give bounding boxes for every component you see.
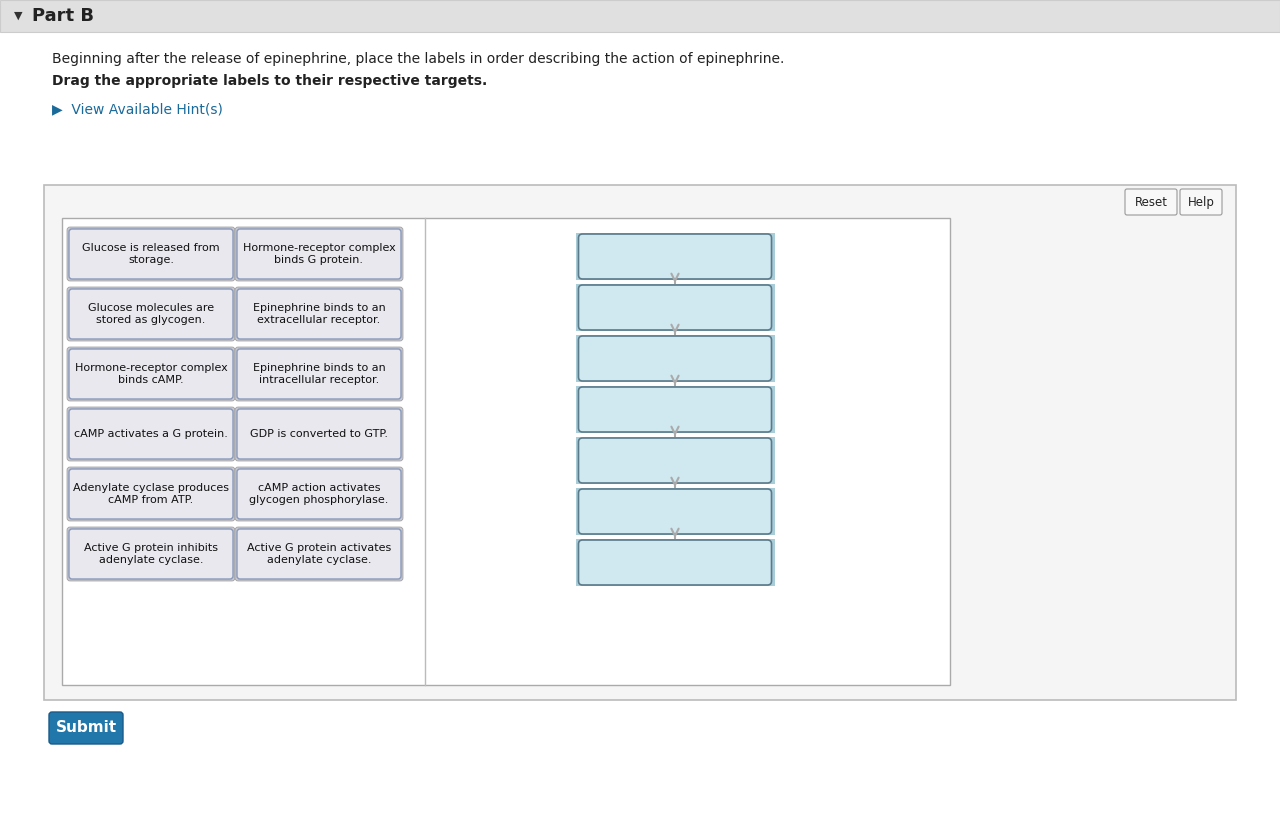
FancyBboxPatch shape (69, 409, 233, 459)
FancyBboxPatch shape (576, 488, 774, 535)
Text: Glucose is released from
storage.: Glucose is released from storage. (82, 244, 220, 265)
FancyBboxPatch shape (0, 32, 1280, 823)
FancyBboxPatch shape (237, 349, 401, 399)
Text: Hormone-receptor complex
binds G protein.: Hormone-receptor complex binds G protein… (243, 244, 396, 265)
FancyBboxPatch shape (579, 285, 772, 330)
FancyBboxPatch shape (236, 467, 403, 521)
FancyBboxPatch shape (237, 529, 401, 579)
Text: GDP is converted to GTP.: GDP is converted to GTP. (250, 429, 388, 439)
FancyBboxPatch shape (576, 539, 774, 586)
FancyBboxPatch shape (69, 469, 233, 519)
FancyBboxPatch shape (237, 469, 401, 519)
Text: Reset: Reset (1134, 196, 1167, 208)
FancyBboxPatch shape (576, 386, 774, 433)
FancyBboxPatch shape (1125, 189, 1178, 215)
Text: Help: Help (1188, 196, 1215, 208)
FancyBboxPatch shape (237, 229, 401, 279)
FancyBboxPatch shape (236, 347, 403, 401)
FancyBboxPatch shape (69, 529, 233, 579)
FancyBboxPatch shape (67, 287, 236, 341)
FancyBboxPatch shape (236, 407, 403, 461)
FancyBboxPatch shape (579, 438, 772, 483)
Text: cAMP activates a G protein.: cAMP activates a G protein. (74, 429, 228, 439)
Text: cAMP action activates
glycogen phosphorylase.: cAMP action activates glycogen phosphory… (250, 483, 389, 504)
FancyBboxPatch shape (576, 233, 774, 280)
FancyBboxPatch shape (1180, 189, 1222, 215)
FancyBboxPatch shape (579, 387, 772, 432)
FancyBboxPatch shape (69, 349, 233, 399)
FancyBboxPatch shape (61, 218, 950, 685)
FancyBboxPatch shape (576, 284, 774, 331)
Text: Beginning after the release of epinephrine, place the labels in order describing: Beginning after the release of epinephri… (52, 52, 785, 66)
FancyBboxPatch shape (237, 289, 401, 339)
FancyBboxPatch shape (579, 234, 772, 279)
FancyBboxPatch shape (67, 227, 236, 281)
FancyBboxPatch shape (237, 409, 401, 459)
Text: Active G protein inhibits
adenylate cyclase.: Active G protein inhibits adenylate cycl… (84, 543, 218, 565)
FancyBboxPatch shape (69, 289, 233, 339)
Text: Part B: Part B (32, 7, 93, 25)
FancyBboxPatch shape (576, 335, 774, 382)
FancyBboxPatch shape (67, 527, 236, 581)
FancyBboxPatch shape (67, 467, 236, 521)
FancyBboxPatch shape (579, 336, 772, 381)
FancyBboxPatch shape (236, 287, 403, 341)
FancyBboxPatch shape (579, 489, 772, 534)
Text: ▼: ▼ (14, 11, 22, 21)
FancyBboxPatch shape (576, 437, 774, 484)
FancyBboxPatch shape (69, 229, 233, 279)
FancyBboxPatch shape (49, 712, 123, 744)
Text: ▶  View Available Hint(s): ▶ View Available Hint(s) (52, 102, 223, 116)
FancyBboxPatch shape (0, 0, 1280, 32)
FancyBboxPatch shape (236, 227, 403, 281)
Text: Adenylate cyclase produces
cAMP from ATP.: Adenylate cyclase produces cAMP from ATP… (73, 483, 229, 504)
FancyBboxPatch shape (579, 540, 772, 585)
FancyBboxPatch shape (67, 347, 236, 401)
FancyBboxPatch shape (236, 527, 403, 581)
Text: Glucose molecules are
stored as glycogen.: Glucose molecules are stored as glycogen… (88, 303, 214, 325)
Text: Epinephrine binds to an
extracellular receptor.: Epinephrine binds to an extracellular re… (252, 303, 385, 325)
FancyBboxPatch shape (44, 185, 1236, 700)
Text: Epinephrine binds to an
intracellular receptor.: Epinephrine binds to an intracellular re… (252, 363, 385, 385)
Text: Submit: Submit (55, 720, 116, 736)
FancyBboxPatch shape (67, 407, 236, 461)
Text: Hormone-receptor complex
binds cAMP.: Hormone-receptor complex binds cAMP. (74, 363, 228, 385)
Text: Drag the appropriate labels to their respective targets.: Drag the appropriate labels to their res… (52, 74, 488, 88)
Text: Active G protein activates
adenylate cyclase.: Active G protein activates adenylate cyc… (247, 543, 392, 565)
